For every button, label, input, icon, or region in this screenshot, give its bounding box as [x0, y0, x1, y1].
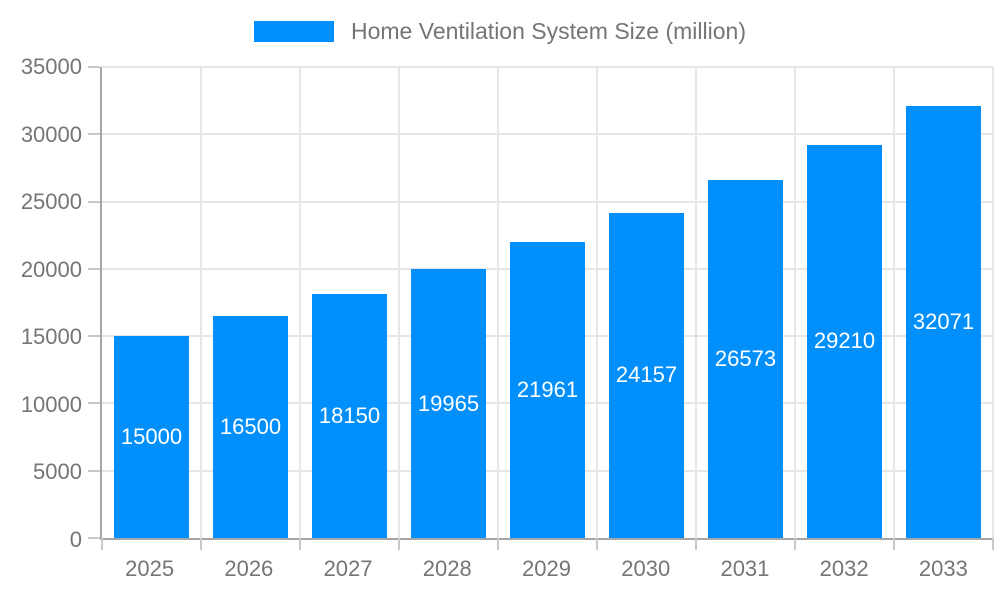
x-axis-tick-label: 2025: [125, 556, 175, 581]
x-tick: [299, 538, 301, 550]
y-tick: [88, 537, 100, 539]
x-tick: [596, 538, 598, 550]
y-axis-tick-label: 5000: [33, 459, 82, 485]
v-gridline: [694, 67, 697, 538]
x-axis-tick-label: 2027: [323, 556, 373, 581]
y-tick: [88, 66, 100, 68]
bar-value-label: 29210: [813, 328, 876, 354]
x-axis-tick-label: 2030: [621, 556, 671, 581]
x-axis-tick-label: 2032: [819, 556, 869, 581]
v-gridline: [794, 67, 796, 538]
bar-value-label: 18150: [318, 402, 381, 428]
y-axis-tick-label: 20000: [20, 256, 82, 282]
bar-value-label: 24157: [615, 362, 678, 388]
x-tick: [497, 538, 499, 550]
bar-2027[interactable]: 18150: [312, 293, 387, 538]
bar-2031[interactable]: 26573: [708, 180, 783, 538]
legend[interactable]: Home Ventilation System Size (million): [0, 18, 1000, 45]
y-tick: [88, 267, 100, 270]
y-tick: [88, 335, 100, 338]
y-axis-tick-label: 30000: [20, 121, 82, 147]
y-tick: [88, 133, 100, 136]
bar-value-label: 21961: [516, 377, 579, 403]
y-tick: [88, 402, 100, 405]
plot-area: 15000 16500 18150 19965 21961 24157 26573 29210…: [88, 66, 994, 550]
y-axis-tick-label: 25000: [20, 189, 82, 215]
y-tick: [88, 200, 100, 203]
x-axis-tick-label: 2029: [522, 556, 571, 581]
bar-2029[interactable]: 21961: [510, 242, 585, 538]
x-tick: [794, 538, 796, 550]
v-gridline: [200, 67, 202, 538]
v-gridline: [497, 67, 499, 538]
v-gridline: [992, 67, 994, 538]
x-axis-tick-label: 2026: [224, 556, 274, 581]
x-tick: [397, 538, 400, 550]
bar-2028[interactable]: 19965: [411, 269, 486, 538]
y-axis: 0 5000 10000 15000 20000 25000 30000 35000: [0, 54, 82, 552]
bar-value-label: 19965: [417, 390, 480, 416]
h-gridline: [102, 66, 993, 68]
v-gridline: [596, 67, 598, 538]
y-axis-tick-label: 15000: [20, 324, 82, 350]
bar-2030[interactable]: 24157: [609, 212, 684, 538]
legend-swatch-icon: [254, 21, 334, 42]
x-tick: [101, 538, 103, 550]
bar-value-label: 32071: [912, 309, 975, 335]
y-axis-tick-label: 0: [69, 527, 82, 552]
bar-2026[interactable]: 16500: [213, 315, 288, 538]
y-axis-tick-label: 35000: [20, 54, 82, 79]
x-axis-tick-label: 2033: [918, 556, 968, 581]
x-tick: [694, 538, 697, 550]
h-gridline: [102, 133, 993, 136]
x-axis-tick-label: 2028: [422, 556, 472, 581]
x-tick: [200, 538, 202, 550]
x-axis: 2025 2026 2027 2028 2029 2030 2031 2032 2033: [100, 556, 993, 586]
legend-label: Home Ventilation System Size (million): [351, 18, 746, 44]
h-gridline: [102, 200, 993, 203]
y-tick: [88, 469, 100, 472]
v-gridline: [397, 67, 400, 538]
bar-2032[interactable]: 29210: [807, 144, 882, 538]
x-tick: [893, 538, 895, 550]
bar-2033[interactable]: 32071: [906, 106, 981, 538]
bar-value-label: 16500: [219, 413, 282, 439]
x-axis-tick-label: 2031: [720, 556, 770, 581]
v-gridline: [299, 67, 301, 538]
bar-2025[interactable]: 15000: [114, 336, 189, 538]
bar-value-label: 26573: [714, 346, 777, 372]
bar-value-label: 15000: [120, 424, 183, 450]
y-axis-tick-label: 10000: [20, 391, 82, 417]
v-gridline: [893, 67, 895, 538]
x-tick: [992, 538, 994, 550]
